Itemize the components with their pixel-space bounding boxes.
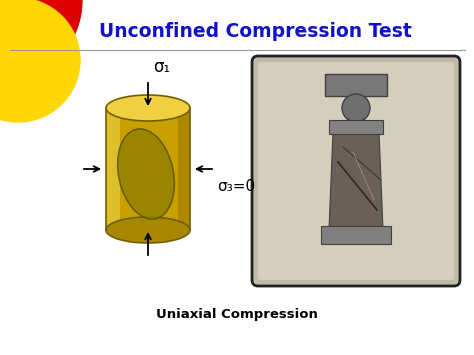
Circle shape — [0, 0, 80, 122]
Text: Unconfined Compression Test: Unconfined Compression Test — [99, 22, 411, 41]
Polygon shape — [178, 108, 190, 230]
Polygon shape — [329, 120, 383, 134]
Polygon shape — [321, 226, 391, 244]
Text: σ₃=0: σ₃=0 — [217, 179, 255, 194]
Ellipse shape — [118, 129, 174, 219]
Polygon shape — [329, 132, 383, 230]
FancyBboxPatch shape — [258, 62, 454, 280]
Polygon shape — [325, 74, 387, 96]
Ellipse shape — [106, 217, 190, 243]
Text: Uniaxial Compression: Uniaxial Compression — [156, 308, 318, 321]
Text: σ₁: σ₁ — [153, 58, 170, 76]
Polygon shape — [106, 108, 190, 230]
Ellipse shape — [106, 95, 190, 121]
Circle shape — [0, 0, 82, 82]
Polygon shape — [106, 108, 120, 230]
Circle shape — [342, 94, 370, 122]
FancyBboxPatch shape — [252, 56, 460, 286]
